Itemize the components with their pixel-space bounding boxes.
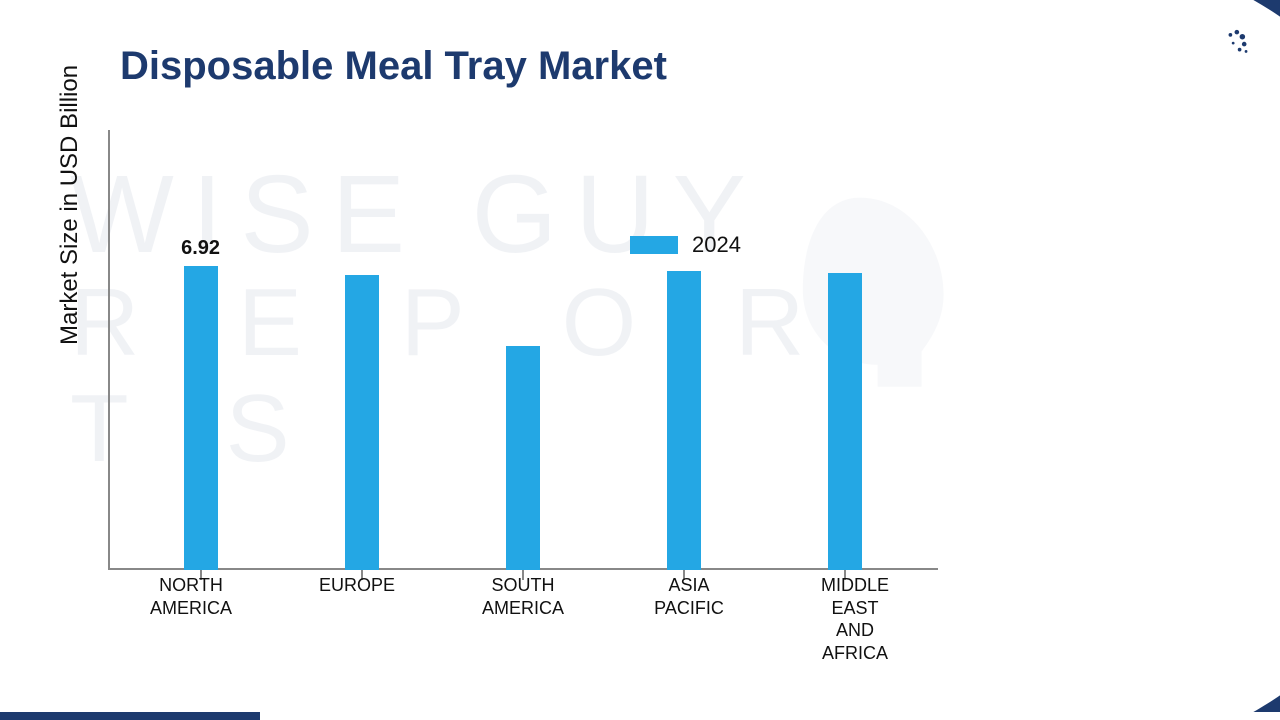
logo-text-2: R E P O R T S [978,66,1258,102]
logo-line-1: WISE GUY [978,22,1258,68]
x-axis-label: MIDDLE EAST AND AFRICA [772,574,938,664]
bar [184,266,218,570]
y-axis-label: Market Size in USD Billion [56,65,84,345]
logo-head-icon [1212,22,1258,68]
bars-container: 6.92 [108,130,938,570]
side-panel [970,0,1280,712]
bar [506,346,540,570]
bar-slot [604,130,765,570]
bar-slot [281,130,442,570]
bar-slot [765,130,926,570]
bar [828,273,862,570]
x-axis-labels: NORTH AMERICAEUROPESOUTH AMERICAASIA PAC… [108,574,938,664]
bottom-strip [0,712,260,720]
x-axis-label: EUROPE [274,574,440,664]
bar-slot: 6.92 [120,130,281,570]
bar [667,271,701,570]
logo-text-1: WISE GUY [1012,26,1206,65]
chart-stage: WISE GUY R E P O R T S WISE GUY R E P O … [0,0,1280,720]
bar-value-label: 6.92 [181,237,220,260]
bar-slot [442,130,603,570]
x-axis-label: NORTH AMERICA [108,574,274,664]
chart-plot-area: 6.92 [108,130,938,570]
x-axis-label: SOUTH AMERICA [440,574,606,664]
chart-title: Disposable Meal Tray Market [120,44,667,89]
x-axis-label: ASIA PACIFIC [606,574,772,664]
brand-logo: WISE GUY R E P O R T S [978,22,1258,102]
bar [345,275,379,570]
